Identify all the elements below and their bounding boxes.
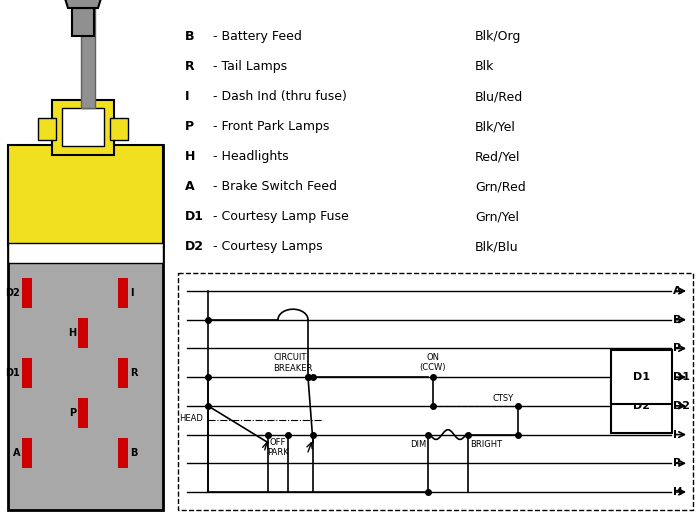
- Text: Blk/Blu: Blk/Blu: [475, 240, 519, 253]
- Text: A: A: [13, 448, 20, 458]
- Text: Red/Yel: Red/Yel: [475, 150, 521, 163]
- Bar: [78, 398, 88, 428]
- Bar: [72, 8, 94, 36]
- Bar: [22, 278, 32, 308]
- Text: Grn/Red: Grn/Red: [475, 180, 526, 193]
- Bar: [178, 273, 693, 510]
- Bar: [8, 243, 163, 263]
- Text: I: I: [130, 288, 134, 298]
- Bar: [22, 358, 32, 388]
- Text: R: R: [130, 368, 137, 378]
- Text: I: I: [673, 430, 677, 439]
- Bar: [52, 100, 114, 155]
- Text: D1: D1: [673, 372, 690, 382]
- Text: - Tail Lamps: - Tail Lamps: [213, 60, 287, 73]
- Text: CIRCUIT
BREAKER: CIRCUIT BREAKER: [273, 354, 312, 373]
- Bar: [118, 438, 128, 468]
- Text: P: P: [185, 120, 194, 133]
- Text: I: I: [185, 90, 190, 103]
- Text: R: R: [673, 458, 682, 468]
- Text: D2: D2: [185, 240, 204, 253]
- Text: Blk/Org: Blk/Org: [475, 30, 522, 43]
- Text: - Headlights: - Headlights: [213, 150, 288, 163]
- Bar: [78, 318, 88, 348]
- Text: H: H: [185, 150, 195, 163]
- Bar: [110, 118, 128, 140]
- Text: - Courtesy Lamps: - Courtesy Lamps: [213, 240, 323, 253]
- Text: B: B: [673, 315, 681, 325]
- Text: BRIGHT: BRIGHT: [470, 439, 502, 449]
- Polygon shape: [63, 0, 103, 8]
- Text: - Brake Switch Feed: - Brake Switch Feed: [213, 180, 337, 193]
- Text: Blu/Red: Blu/Red: [475, 90, 524, 103]
- Text: CTSY: CTSY: [493, 394, 514, 403]
- Text: Grn/Yel: Grn/Yel: [475, 210, 519, 223]
- Text: D1: D1: [185, 210, 204, 223]
- Text: H: H: [68, 328, 76, 338]
- Text: D2: D2: [6, 288, 20, 298]
- Text: A: A: [185, 180, 195, 193]
- Bar: [81, 0, 95, 108]
- Text: - Front Park Lamps: - Front Park Lamps: [213, 120, 330, 133]
- Bar: [118, 278, 128, 308]
- Text: - Dash Ind (thru fuse): - Dash Ind (thru fuse): [213, 90, 347, 103]
- Text: Blk/Yel: Blk/Yel: [475, 120, 516, 133]
- Bar: [8, 145, 163, 245]
- Bar: [118, 358, 128, 388]
- Text: Blk: Blk: [475, 60, 494, 73]
- Bar: [38, 118, 56, 140]
- Text: ON
(CCW): ON (CCW): [420, 353, 447, 372]
- Text: OFF: OFF: [270, 437, 286, 447]
- Bar: [22, 438, 32, 468]
- Text: D1: D1: [6, 368, 20, 378]
- Text: PARK: PARK: [267, 448, 289, 457]
- Text: A: A: [673, 286, 682, 296]
- Text: HEAD: HEAD: [179, 414, 203, 423]
- Text: - Battery Feed: - Battery Feed: [213, 30, 302, 43]
- Text: D1: D1: [633, 372, 650, 382]
- Text: DIM: DIM: [410, 439, 426, 449]
- Text: P: P: [69, 408, 76, 418]
- Text: B: B: [130, 448, 137, 458]
- Text: - Courtesy Lamp Fuse: - Courtesy Lamp Fuse: [213, 210, 349, 223]
- Text: P: P: [673, 343, 681, 354]
- Text: H: H: [673, 487, 682, 497]
- Bar: [62, 108, 104, 146]
- Text: B: B: [185, 30, 195, 43]
- Text: D2: D2: [673, 401, 690, 411]
- Text: D2: D2: [633, 401, 650, 411]
- Text: R: R: [185, 60, 195, 73]
- Bar: [8, 145, 163, 510]
